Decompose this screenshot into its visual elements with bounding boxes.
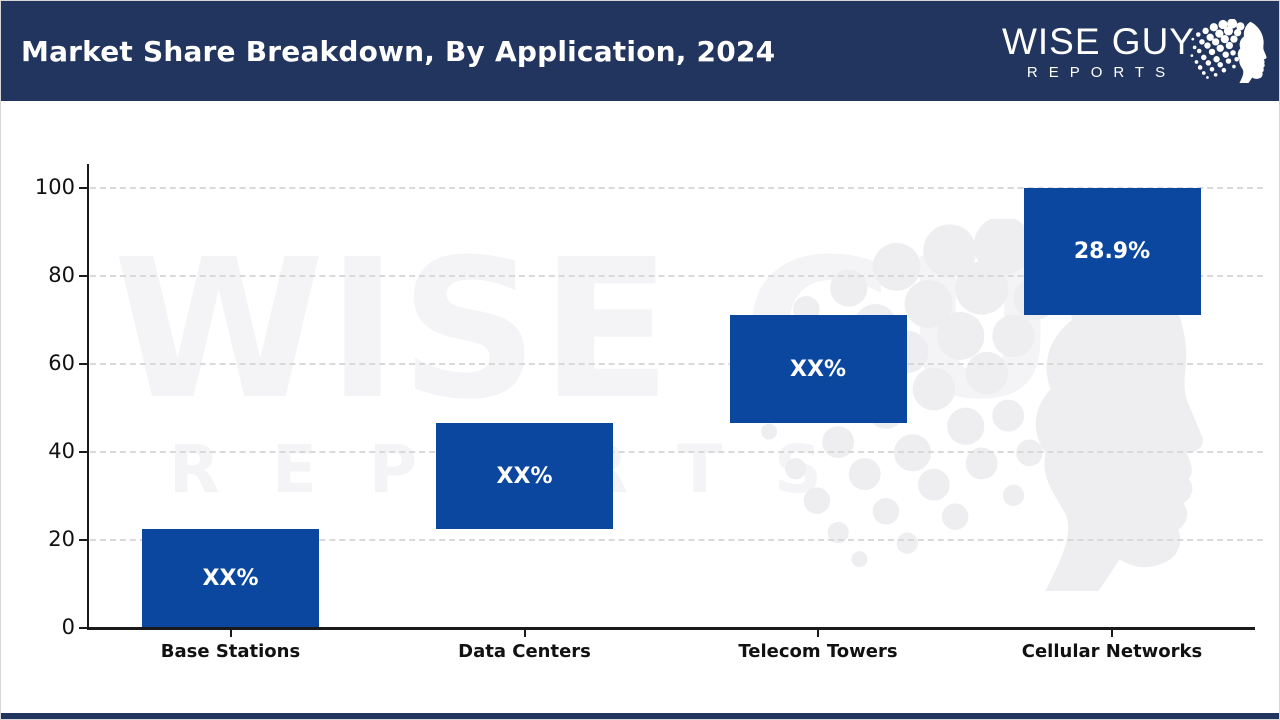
gridline-y-100: [90, 187, 1263, 189]
logo-subtext: REPORTS: [1026, 63, 1177, 81]
y-axis-tick-label: 60: [48, 351, 75, 375]
bar-value-label: XX%: [496, 463, 553, 489]
footer-bar: [1, 713, 1279, 719]
y-axis-tick-label: 80: [48, 263, 75, 287]
x-axis-tick: [523, 630, 526, 637]
bar-cellular-networks: 28.9%: [1023, 188, 1201, 316]
y-axis-tick-label: 100: [34, 175, 75, 199]
x-axis-category-label: Cellular Networks: [1021, 641, 1203, 662]
y-axis-tick-label: 0: [61, 615, 75, 639]
bar-value-label: 28.9%: [1073, 239, 1151, 265]
x-axis-line: [87, 627, 1255, 630]
x-axis-tick: [229, 630, 232, 637]
wiseguy-logo: WISE GUY REPORTS: [1002, 19, 1267, 83]
bar-telecom-towers: XX%: [729, 315, 907, 424]
x-axis-category-label: Base Stations: [160, 641, 301, 662]
bar-base-stations: XX%: [142, 529, 319, 628]
gridline-y-20: [90, 539, 1263, 541]
x-axis-tick: [817, 630, 819, 637]
y-axis-tick: [79, 539, 87, 541]
y-axis-tick: [79, 363, 87, 365]
y-axis-tick: [79, 627, 87, 629]
y-axis-tick-label: 20: [48, 527, 75, 551]
x-axis-tick: [1111, 630, 1113, 637]
y-axis-tick-label: 40: [48, 439, 75, 463]
bar-value-label: XX%: [790, 356, 846, 382]
gridline-y-60: [90, 363, 1263, 365]
y-axis-tick: [79, 451, 87, 453]
gridline-y-40: [90, 451, 1263, 453]
logo-text: WISE GUY REPORTS: [1002, 23, 1195, 80]
y-axis-tick: [79, 275, 87, 277]
bar-data-centers: XX%: [436, 423, 613, 530]
bar-value-label: XX%: [202, 566, 259, 592]
y-axis-line: [87, 164, 89, 630]
gridline-y-80: [90, 275, 1263, 277]
y-axis-tick: [79, 187, 87, 189]
x-axis-category-label: Telecom Towers: [738, 641, 898, 662]
wiseguy-face-icon: [1190, 19, 1267, 83]
header: Market Share Breakdown, By Application, …: [1, 1, 1279, 101]
chart-area: WISE GUY REPORTS: [1, 101, 1279, 715]
x-axis-category-label: Data Centers: [458, 641, 591, 662]
logo-wordmark: WISE GUY: [1001, 20, 1195, 62]
chart-title: Market Share Breakdown, By Application, …: [21, 34, 776, 68]
